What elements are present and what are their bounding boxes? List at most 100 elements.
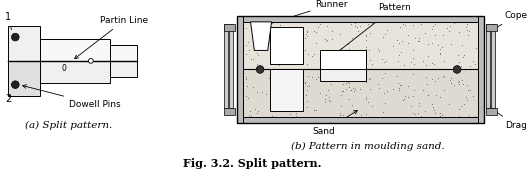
Point [361, 48, 370, 51]
Point [392, 74, 401, 77]
Bar [224, 107, 235, 115]
Point [312, 31, 320, 34]
Text: Partin Line: Partin Line [74, 16, 148, 59]
Bar [486, 107, 497, 115]
Bar [486, 24, 497, 31]
Point [414, 39, 423, 42]
Point [327, 116, 336, 119]
Point [347, 52, 355, 55]
Bar [237, 16, 484, 123]
Point [409, 57, 418, 60]
Point [347, 88, 355, 91]
Point [336, 113, 344, 116]
Point [356, 113, 365, 116]
Point [342, 53, 350, 56]
Point [463, 99, 471, 102]
Point [362, 96, 371, 98]
Point [241, 77, 250, 80]
Bar [40, 39, 110, 61]
Point [254, 109, 262, 112]
Point [336, 63, 344, 66]
Point [430, 34, 439, 37]
Point [440, 75, 449, 78]
Point [411, 112, 420, 115]
Point [362, 46, 371, 49]
Point [277, 35, 285, 38]
Point [378, 77, 386, 80]
Point [271, 28, 280, 31]
Text: Dowell Pins: Dowell Pins [23, 85, 120, 109]
Point [241, 95, 250, 97]
Point [347, 104, 356, 106]
Point [276, 102, 284, 105]
Point [267, 32, 275, 35]
Point [475, 56, 484, 59]
Point [419, 60, 428, 63]
Point [310, 29, 318, 32]
Point [466, 88, 475, 91]
Point [272, 72, 280, 75]
Point [345, 97, 353, 100]
Point [399, 99, 407, 101]
Point [409, 48, 418, 51]
Point [328, 73, 336, 76]
Point [396, 25, 404, 28]
Point [346, 22, 355, 25]
Point [253, 90, 261, 93]
Point [254, 53, 262, 56]
Point [471, 62, 479, 65]
Point [460, 102, 469, 105]
Point [397, 84, 406, 87]
Point [365, 31, 374, 34]
Point [351, 118, 359, 121]
Point [316, 92, 324, 95]
Text: Runner: Runner [265, 0, 348, 26]
Point [294, 72, 303, 75]
Point [272, 31, 280, 34]
Circle shape [453, 66, 461, 73]
Point [368, 116, 376, 119]
Point [379, 110, 387, 113]
Text: Drag: Drag [487, 106, 527, 130]
Text: 0: 0 [62, 64, 67, 73]
Point [364, 100, 373, 103]
Point [464, 88, 472, 91]
Point [413, 40, 422, 43]
Point [446, 25, 455, 27]
Point [275, 85, 283, 88]
Point [348, 86, 357, 89]
Point [342, 20, 351, 23]
Point [472, 118, 480, 120]
Point [392, 38, 401, 41]
Point [455, 115, 463, 118]
Point [258, 90, 267, 93]
Bar [237, 117, 484, 123]
Point [337, 94, 345, 96]
Point [459, 83, 467, 86]
Point [410, 89, 419, 92]
Point [269, 32, 277, 35]
Point [366, 88, 375, 91]
Point [398, 116, 406, 119]
Point [243, 18, 251, 21]
Point [430, 23, 439, 26]
Point [366, 59, 375, 62]
Point [303, 30, 311, 33]
Point [436, 53, 445, 55]
Point [268, 53, 277, 55]
Point [346, 115, 355, 118]
Point [344, 86, 353, 89]
Point [362, 35, 370, 38]
Point [277, 71, 285, 74]
Point [271, 101, 280, 104]
Point [374, 83, 382, 85]
Point [463, 22, 471, 25]
Point [267, 82, 276, 85]
Circle shape [12, 33, 19, 41]
Point [346, 89, 355, 92]
Point [246, 110, 254, 113]
Circle shape [12, 81, 19, 88]
Point [310, 52, 319, 55]
Point [468, 95, 477, 98]
Point [303, 63, 311, 65]
